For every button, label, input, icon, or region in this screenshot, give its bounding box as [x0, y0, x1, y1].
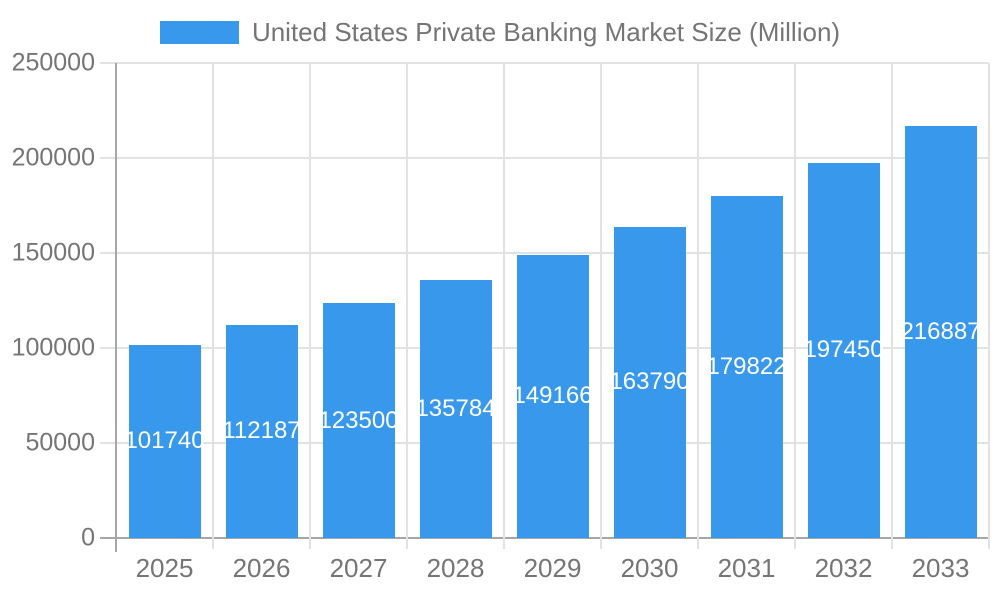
- bar-value-label-2030: 163790: [609, 368, 690, 396]
- gridline-vertical: [212, 63, 214, 549]
- bar-2032[interactable]: [807, 162, 880, 538]
- bar-2029[interactable]: [516, 254, 589, 538]
- bar-2031[interactable]: [710, 196, 783, 538]
- bar-2030[interactable]: [613, 226, 686, 538]
- y-axis-label-200000: 200000: [11, 143, 95, 172]
- y-axis-label-0: 0: [81, 523, 95, 552]
- bar-2025[interactable]: [128, 344, 201, 538]
- gridline-vertical: [891, 63, 893, 549]
- bar-2033[interactable]: [904, 125, 977, 538]
- x-axis-line: [100, 537, 989, 539]
- bar-2027[interactable]: [322, 303, 395, 538]
- legend-label: United States Private Banking Market Siz…: [251, 17, 841, 47]
- gridline-vertical: [600, 63, 602, 549]
- x-axis-label-2029: 2029: [523, 553, 582, 583]
- bar-value-label-2029: 149166: [512, 382, 593, 410]
- x-axis-label-2031: 2031: [717, 553, 776, 583]
- bar-value-label-2032: 197450: [803, 336, 884, 364]
- gridline-horizontal: [100, 62, 989, 64]
- y-axis-label-150000: 150000: [11, 238, 95, 267]
- legend-swatch-icon: [159, 21, 239, 45]
- gridline-horizontal: [100, 157, 989, 159]
- y-axis-line: [115, 63, 117, 552]
- bar-value-label-2027: 123500: [318, 406, 399, 434]
- y-axis-label-250000: 250000: [11, 48, 95, 77]
- bar-2026[interactable]: [225, 324, 298, 538]
- gridline-vertical: [697, 63, 699, 549]
- gridline-vertical: [503, 63, 505, 549]
- y-axis-label-50000: 50000: [25, 428, 95, 457]
- bar-value-label-2028: 135784: [415, 395, 496, 422]
- bar-value-label-2025: 101740: [124, 427, 205, 455]
- legend: United States Private Banking Market Siz…: [0, 17, 1000, 48]
- y-axis-label-100000: 100000: [11, 333, 95, 362]
- bar-value-label-2033: 216887: [900, 317, 981, 345]
- bar-value-label-2031: 179822: [706, 353, 787, 381]
- x-axis-label-2028: 2028: [426, 553, 485, 583]
- legend-item[interactable]: United States Private Banking Market Siz…: [159, 17, 841, 48]
- gridline-horizontal: [100, 252, 989, 254]
- gridline-vertical: [406, 63, 408, 549]
- x-axis-label-2033: 2033: [911, 553, 970, 583]
- gridline-vertical: [988, 63, 990, 549]
- x-axis-label-2025: 2025: [135, 553, 194, 583]
- gridline-vertical: [309, 63, 311, 549]
- x-axis-label-2026: 2026: [232, 553, 291, 583]
- gridline-vertical: [794, 63, 796, 549]
- x-axis-label-2030: 2030: [620, 553, 679, 583]
- bar-value-label-2026: 112187: [222, 417, 301, 445]
- x-axis-label-2027: 2027: [329, 553, 388, 583]
- x-axis-label-2032: 2032: [814, 553, 873, 583]
- bar-2028[interactable]: [419, 280, 492, 538]
